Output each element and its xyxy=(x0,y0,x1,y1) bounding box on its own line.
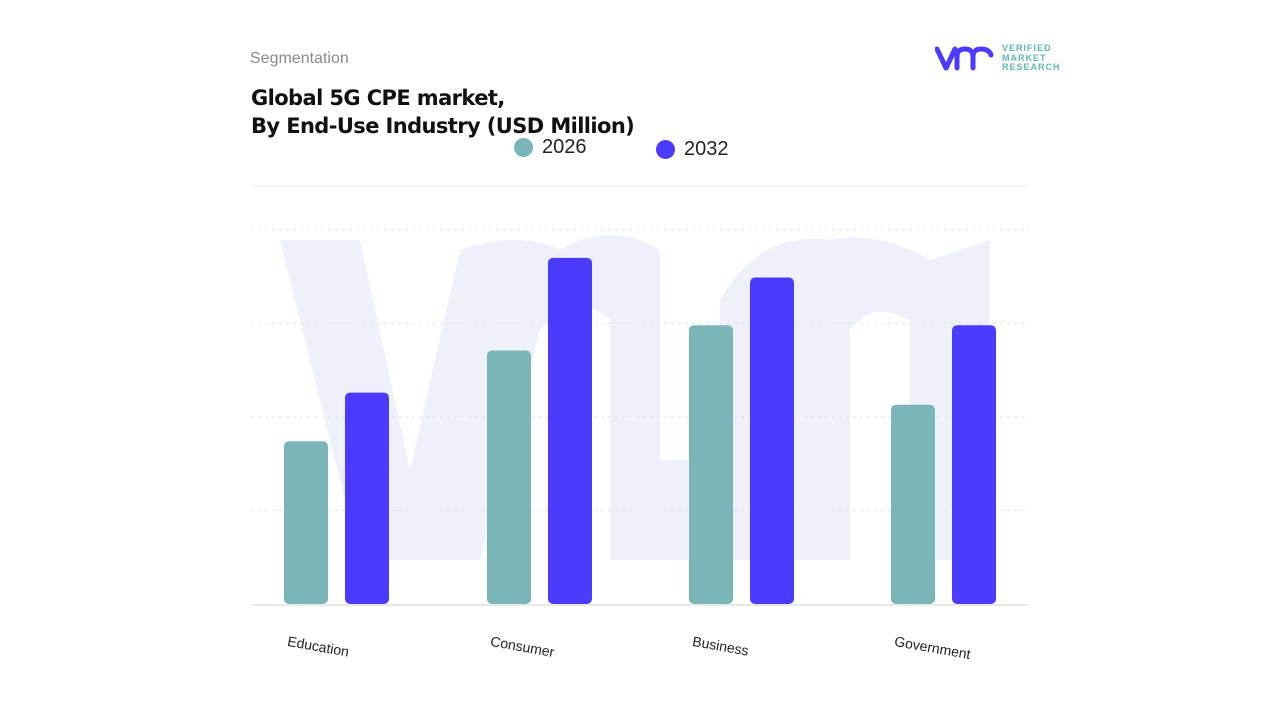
watermark xyxy=(280,235,990,560)
logo-line-1: VERIFIED xyxy=(1002,43,1052,53)
vmr-logo: VERIFIED MARKET RESEARCH xyxy=(935,43,1061,73)
legend-swatch-2026 xyxy=(514,138,533,157)
logo-line-2: MARKET xyxy=(1002,52,1047,63)
legend-swatch-2032 xyxy=(656,140,675,159)
chart-title: Global 5G CPE market, By End-Use Industr… xyxy=(251,84,635,140)
bar-government-2026 xyxy=(891,404,935,604)
vmr-logo-mark-icon xyxy=(935,46,994,71)
segment-label: Segmentation xyxy=(250,50,349,67)
logo-line-3: RESEARCH xyxy=(1002,62,1061,72)
bars xyxy=(284,257,996,604)
bar-consumer-2026 xyxy=(487,350,531,604)
bar-consumer-2032 xyxy=(548,257,592,604)
legend-label-2026: 2026 xyxy=(542,136,587,158)
bar-education-2026 xyxy=(284,441,328,604)
legend-item-2032: 2032 xyxy=(656,138,729,161)
bar-government-2032 xyxy=(952,325,996,604)
legend-item-2026: 2026 xyxy=(514,136,587,159)
grid xyxy=(251,185,1029,606)
logo-text: VERIFIED MARKET RESEARCH xyxy=(1002,43,1061,73)
title-line-1: Global 5G CPE market, xyxy=(251,86,505,110)
bar-business-2032 xyxy=(750,277,794,604)
title-line-2: By End-Use Industry (USD Million) xyxy=(251,114,635,138)
legend-label-2032: 2032 xyxy=(684,138,729,160)
bar-business-2026 xyxy=(689,325,733,604)
bar-education-2032 xyxy=(345,392,389,604)
